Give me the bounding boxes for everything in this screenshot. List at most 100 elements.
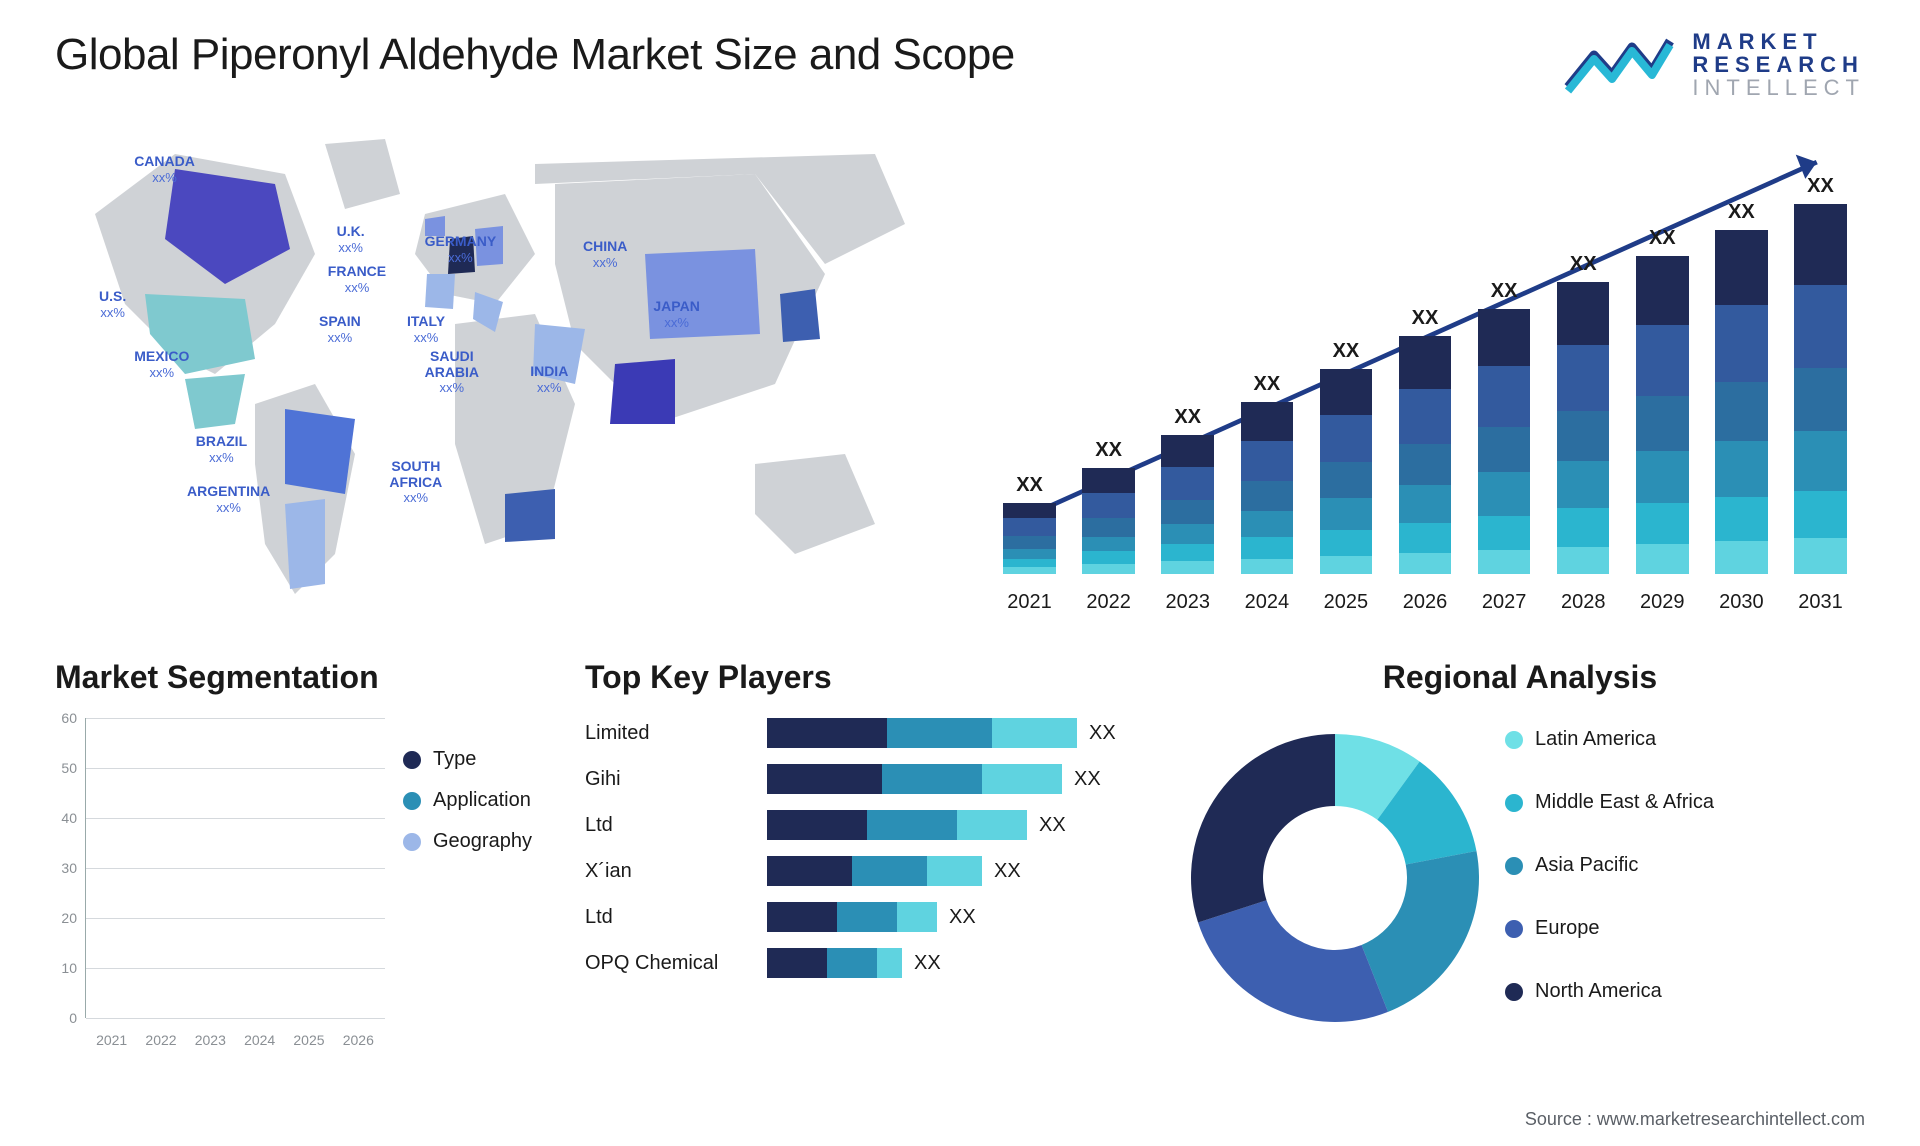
player-name: Limited xyxy=(585,718,745,748)
segmentation-ytick: 20 xyxy=(61,910,77,926)
growth-segment xyxy=(1241,481,1294,511)
logo-line-2: RESEARCH xyxy=(1692,53,1865,76)
growth-segment xyxy=(1794,491,1847,538)
growth-segment xyxy=(1320,530,1373,556)
legend-dot-icon xyxy=(1505,794,1523,812)
map-label: JAPANxx% xyxy=(653,299,699,330)
growth-segment xyxy=(1161,524,1214,544)
player-name: X´ian xyxy=(585,856,745,886)
growth-segment xyxy=(1715,305,1768,382)
growth-segment xyxy=(1794,368,1847,431)
growth-column: XX xyxy=(995,474,1064,575)
legend-label: Geography xyxy=(433,830,532,853)
player-segment xyxy=(992,718,1077,748)
growth-segment xyxy=(1636,503,1689,545)
players-name-list: LimitedGihiLtdX´ianLtdOPQ Chemical xyxy=(585,718,745,978)
donut-slice xyxy=(1191,734,1335,922)
legend-label: Middle East & Africa xyxy=(1535,791,1714,814)
growth-column: XX xyxy=(1786,175,1855,574)
growth-segment xyxy=(1082,518,1135,537)
player-value-label: XX xyxy=(1074,768,1101,791)
segmentation-chart: 0102030405060 202120222023202420252026 xyxy=(55,718,385,1048)
players-title: Top Key Players xyxy=(585,659,1145,696)
growth-segment xyxy=(1161,544,1214,561)
map-label: U.S.xx% xyxy=(99,289,126,320)
legend-dot-icon xyxy=(1505,731,1523,749)
legend-label: Europe xyxy=(1535,917,1600,940)
growth-segment xyxy=(1478,516,1531,550)
growth-year-label: 2022 xyxy=(1074,591,1143,614)
player-segment xyxy=(767,718,887,748)
growth-segment xyxy=(1003,559,1056,568)
growth-segment xyxy=(1320,462,1373,498)
growth-segment xyxy=(1794,431,1847,491)
map-label: MEXICOxx% xyxy=(134,349,189,380)
legend-label: Type xyxy=(433,748,476,771)
growth-segment xyxy=(1320,415,1373,462)
map-label: SPAINxx% xyxy=(319,314,361,345)
growth-segment xyxy=(1715,497,1768,541)
growth-segment xyxy=(1241,511,1294,537)
growth-segment xyxy=(1557,411,1610,461)
player-segment xyxy=(767,856,852,886)
growth-segment xyxy=(1241,441,1294,481)
growth-segment xyxy=(1715,230,1768,305)
growth-column: XX xyxy=(1153,406,1222,574)
player-row: XX xyxy=(767,764,1145,794)
player-segment xyxy=(887,718,992,748)
logo-line-1: MARKET xyxy=(1692,30,1865,53)
player-name: Ltd xyxy=(585,902,745,932)
world-map-panel: CANADAxx%U.S.xx%MEXICOxx%BRAZILxx%ARGENT… xyxy=(55,124,935,624)
growth-segment xyxy=(1794,285,1847,368)
player-value-label: XX xyxy=(994,860,1021,883)
growth-segment xyxy=(1557,547,1610,574)
regional-legend: Latin AmericaMiddle East & AfricaAsia Pa… xyxy=(1505,718,1865,1038)
logo-line-3: INTELLECT xyxy=(1692,76,1865,99)
player-segment xyxy=(767,764,882,794)
segmentation-ytick: 60 xyxy=(61,710,77,726)
segmentation-year-label: 2022 xyxy=(140,1032,181,1048)
growth-segment xyxy=(1161,561,1214,574)
segmentation-ytick: 0 xyxy=(69,1010,77,1026)
legend-item: Geography xyxy=(403,830,555,853)
segmentation-title: Market Segmentation xyxy=(55,659,555,696)
growth-segment xyxy=(1241,537,1294,559)
player-name: Ltd xyxy=(585,810,745,840)
growth-segment xyxy=(1557,508,1610,547)
map-label: ITALYxx% xyxy=(407,314,445,345)
growth-bar-label: XX xyxy=(1649,227,1676,250)
player-segment xyxy=(927,856,982,886)
growth-year-label: 2023 xyxy=(1153,591,1222,614)
growth-bar-label: XX xyxy=(1570,253,1597,276)
map-label: FRANCExx% xyxy=(328,264,386,295)
donut-slice xyxy=(1198,901,1388,1023)
growth-segment xyxy=(1478,309,1531,366)
player-value-label: XX xyxy=(949,906,976,929)
map-label: INDIAxx% xyxy=(530,364,568,395)
player-row: XX xyxy=(767,856,1145,886)
map-label: GERMANYxx% xyxy=(425,234,497,265)
legend-label: North America xyxy=(1535,980,1662,1003)
segmentation-year-label: 2023 xyxy=(190,1032,231,1048)
growth-bar-label: XX xyxy=(1253,373,1280,396)
segmentation-ytick: 50 xyxy=(61,760,77,776)
growth-bar-label: XX xyxy=(1412,307,1439,330)
growth-year-label: 2029 xyxy=(1628,591,1697,614)
player-value-label: XX xyxy=(1039,814,1066,837)
growth-segment xyxy=(1161,500,1214,524)
growth-bar-label: XX xyxy=(1016,474,1043,497)
growth-segment xyxy=(1082,493,1135,519)
player-segment xyxy=(767,902,837,932)
segmentation-year-label: 2021 xyxy=(91,1032,132,1048)
growth-column: XX xyxy=(1074,439,1143,574)
map-label: ARGENTINAxx% xyxy=(187,484,270,515)
legend-item: Type xyxy=(403,748,555,771)
growth-segment xyxy=(1636,396,1689,450)
growth-segment xyxy=(1399,336,1452,389)
source-line: Source : www.marketresearchintellect.com xyxy=(1525,1109,1865,1130)
legend-item: Latin America xyxy=(1505,728,1865,751)
growth-segment xyxy=(1241,559,1294,575)
header: Global Piperonyl Aldehyde Market Size an… xyxy=(55,30,1865,99)
player-segment xyxy=(852,856,927,886)
growth-segment xyxy=(1320,498,1373,530)
